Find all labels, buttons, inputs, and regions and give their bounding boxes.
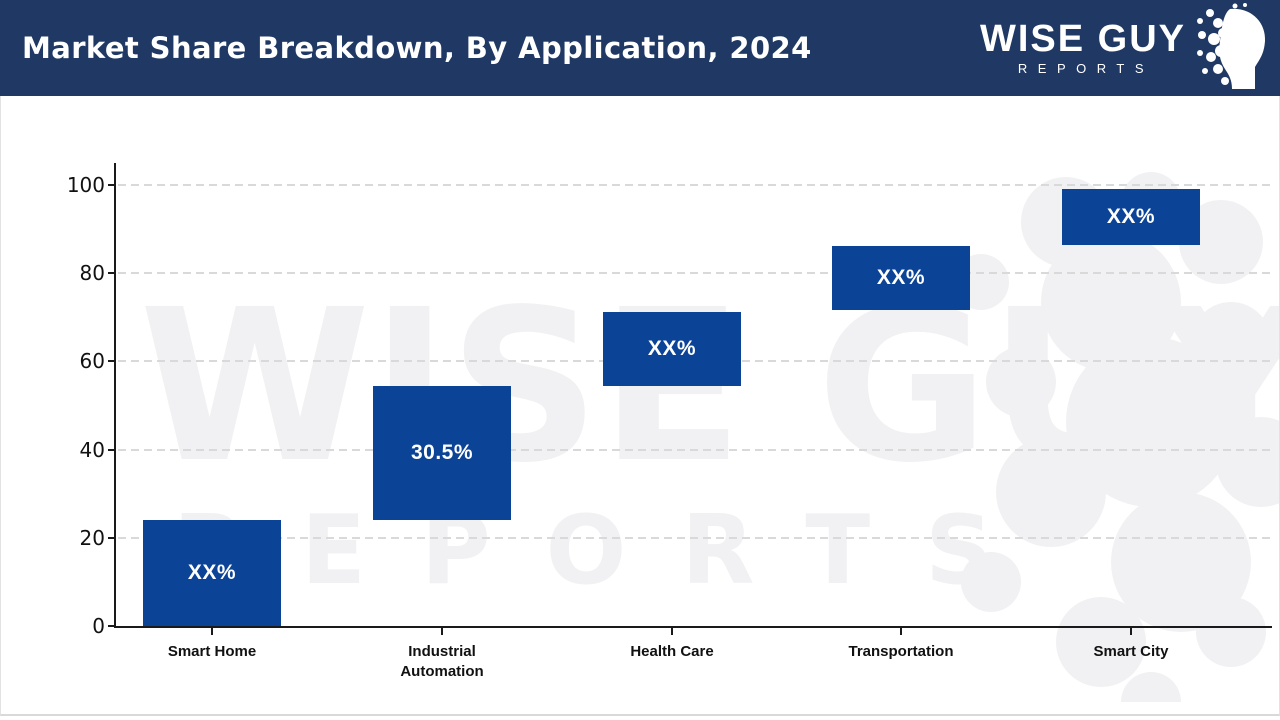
y-tick-label: 20 — [79, 525, 105, 550]
x-tick — [900, 628, 902, 635]
x-tick-label: Smart Home — [167, 643, 257, 660]
y-gridline — [118, 448, 1272, 451]
y-tick-label: 60 — [79, 349, 105, 374]
dotted-head-profile-icon — [1190, 3, 1268, 93]
y-tick — [108, 536, 116, 539]
bar: XX% — [143, 520, 281, 626]
x-tick — [1130, 628, 1132, 635]
x-tick-label: Smart City — [1093, 643, 1169, 660]
bar-value-label: 30.5% — [410, 440, 474, 464]
chart-area: WISE GUY REPORTS 0 20 40 60 80 100 XX% Smart Ho… — [0, 96, 1280, 716]
bar-value-label: XX% — [876, 265, 926, 289]
y-gridline — [118, 536, 1272, 539]
y-gridline — [118, 184, 1272, 186]
x-tick — [211, 628, 213, 635]
y-tick-label: 40 — [79, 437, 105, 462]
x-tick-label: Health Care — [630, 643, 714, 660]
y-tick-label: 100 — [66, 173, 105, 197]
x-tick-label: Industrial Automation — [400, 643, 484, 681]
y-tick — [108, 184, 116, 186]
y-axis-line — [114, 163, 116, 628]
y-tick-label: 80 — [79, 261, 105, 286]
y-tick-label: 0 — [92, 614, 105, 638]
y-gridline — [118, 272, 1272, 275]
bar: XX% — [1062, 188, 1200, 245]
watermark-text-line2: REPORTS — [173, 496, 1049, 606]
bar: XX% — [832, 245, 970, 310]
brand-subname: REPORTS — [1017, 61, 1155, 77]
bar: 30.5% — [373, 385, 511, 521]
brand-logo-text: WISE GUY REPORTS — [979, 17, 1186, 77]
y-tick — [108, 625, 116, 627]
y-tick — [108, 448, 116, 451]
brand-logo: WISE GUY REPORTS — [979, 3, 1268, 93]
header-bar: Market Share Breakdown, By Application, … — [0, 0, 1280, 96]
x-tick-label: Transportation — [848, 643, 954, 660]
x-tick — [671, 628, 673, 635]
page-title: Market Share Breakdown, By Application, … — [22, 31, 812, 65]
bar-value-label: XX% — [647, 336, 697, 360]
x-tick — [441, 628, 443, 635]
y-tick — [108, 272, 116, 275]
bar-value-label: XX% — [187, 561, 237, 585]
bar-value-label: XX% — [1106, 204, 1156, 228]
x-axis-line — [114, 626, 1272, 628]
bar: XX% — [603, 311, 741, 386]
brand-name: WISE GUY — [979, 17, 1186, 60]
y-tick — [108, 360, 116, 363]
